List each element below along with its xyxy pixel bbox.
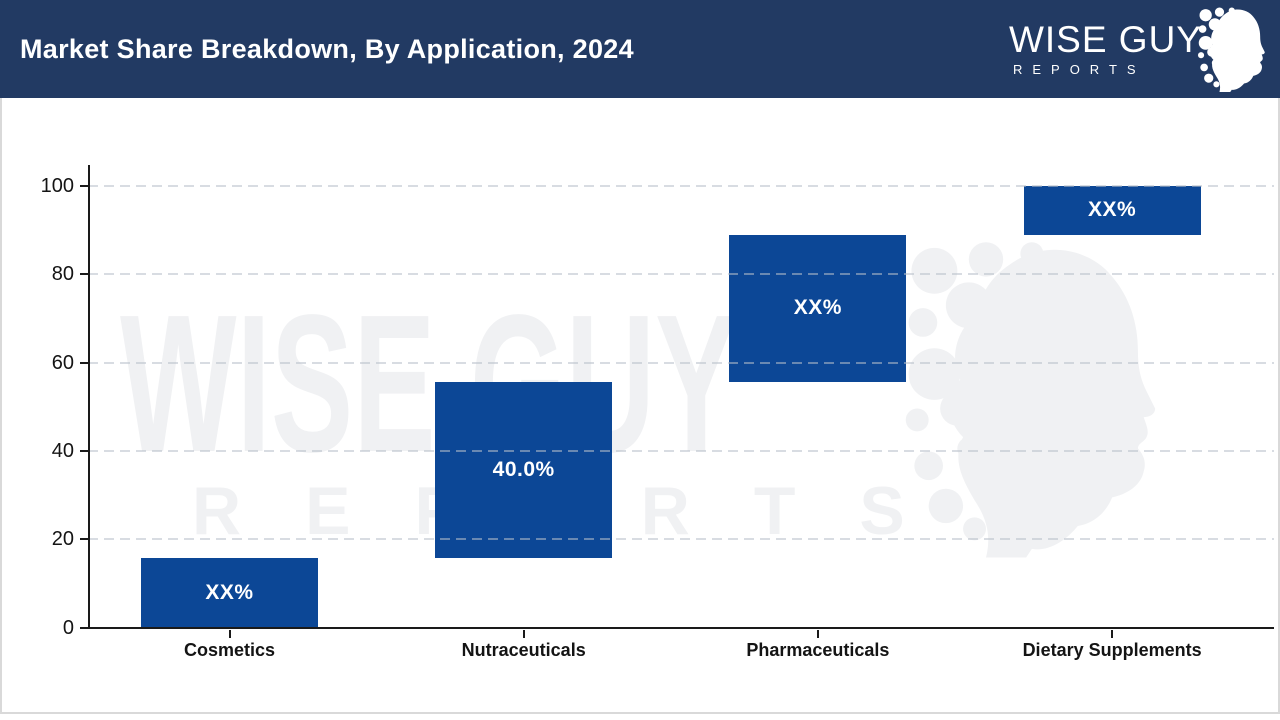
bar-pharmaceuticals: XX% xyxy=(729,234,907,382)
x-axis-tick xyxy=(816,630,819,638)
watermark-text: WISE GUY xyxy=(120,274,738,493)
gridline xyxy=(88,538,1274,541)
y-axis-tick xyxy=(80,538,88,541)
y-tick-label: 0 xyxy=(62,616,74,639)
gridline xyxy=(88,185,1274,187)
y-axis xyxy=(88,165,90,629)
bar-value-label: 40.0% xyxy=(492,457,555,481)
bar-value-label: XX% xyxy=(793,296,842,320)
x-axis-tick xyxy=(522,630,525,638)
bar-value-label: XX% xyxy=(1088,198,1137,222)
x-axis xyxy=(88,627,1274,629)
y-axis-tick xyxy=(80,626,88,629)
x-axis-label-pharmaceuticals: Pharmaceuticals xyxy=(746,640,890,660)
y-axis-tick xyxy=(80,185,88,187)
header: Market Share Breakdown, By Application, … xyxy=(0,0,1280,98)
x-axis-label-nutraceuticals: Nutraceuticals xyxy=(461,640,586,660)
x-axis-tick xyxy=(1111,630,1114,638)
bar-nutraceuticals: 40.0% xyxy=(435,381,613,559)
x-axis-label-cosmetics: Cosmetics xyxy=(183,640,276,660)
x-axis-tick xyxy=(228,630,231,638)
y-axis-tick xyxy=(80,361,88,364)
brand-name: WISE GUY xyxy=(1008,19,1202,60)
brand-logo: WISE GUY REPORTS xyxy=(1009,6,1266,92)
gridline xyxy=(88,361,1274,364)
brand-subname: REPORTS xyxy=(1012,62,1146,77)
y-tick-label: 60 xyxy=(51,351,74,374)
brand-text: WISE GUY REPORTS xyxy=(1009,21,1202,77)
chart-title: Market Share Breakdown, By Application, … xyxy=(20,33,634,64)
bar-value-label: XX% xyxy=(205,580,254,604)
y-tick-label: 100 xyxy=(40,175,74,197)
watermark-head-icon xyxy=(905,242,1156,558)
y-axis-tick xyxy=(80,449,88,452)
logo-head-icon xyxy=(1197,7,1265,92)
y-tick-label: 20 xyxy=(51,528,74,551)
x-axis-label-dietary-supplements: Dietary Supplements xyxy=(1022,640,1202,660)
gridline xyxy=(88,449,1274,452)
y-axis-tick xyxy=(80,273,88,276)
bar-cosmetics: XX% xyxy=(141,558,318,628)
y-tick-label: 40 xyxy=(51,439,74,462)
bar-dietary-supplements: XX% xyxy=(1023,186,1201,235)
gridline xyxy=(88,273,1274,276)
y-tick-label: 80 xyxy=(51,263,74,286)
